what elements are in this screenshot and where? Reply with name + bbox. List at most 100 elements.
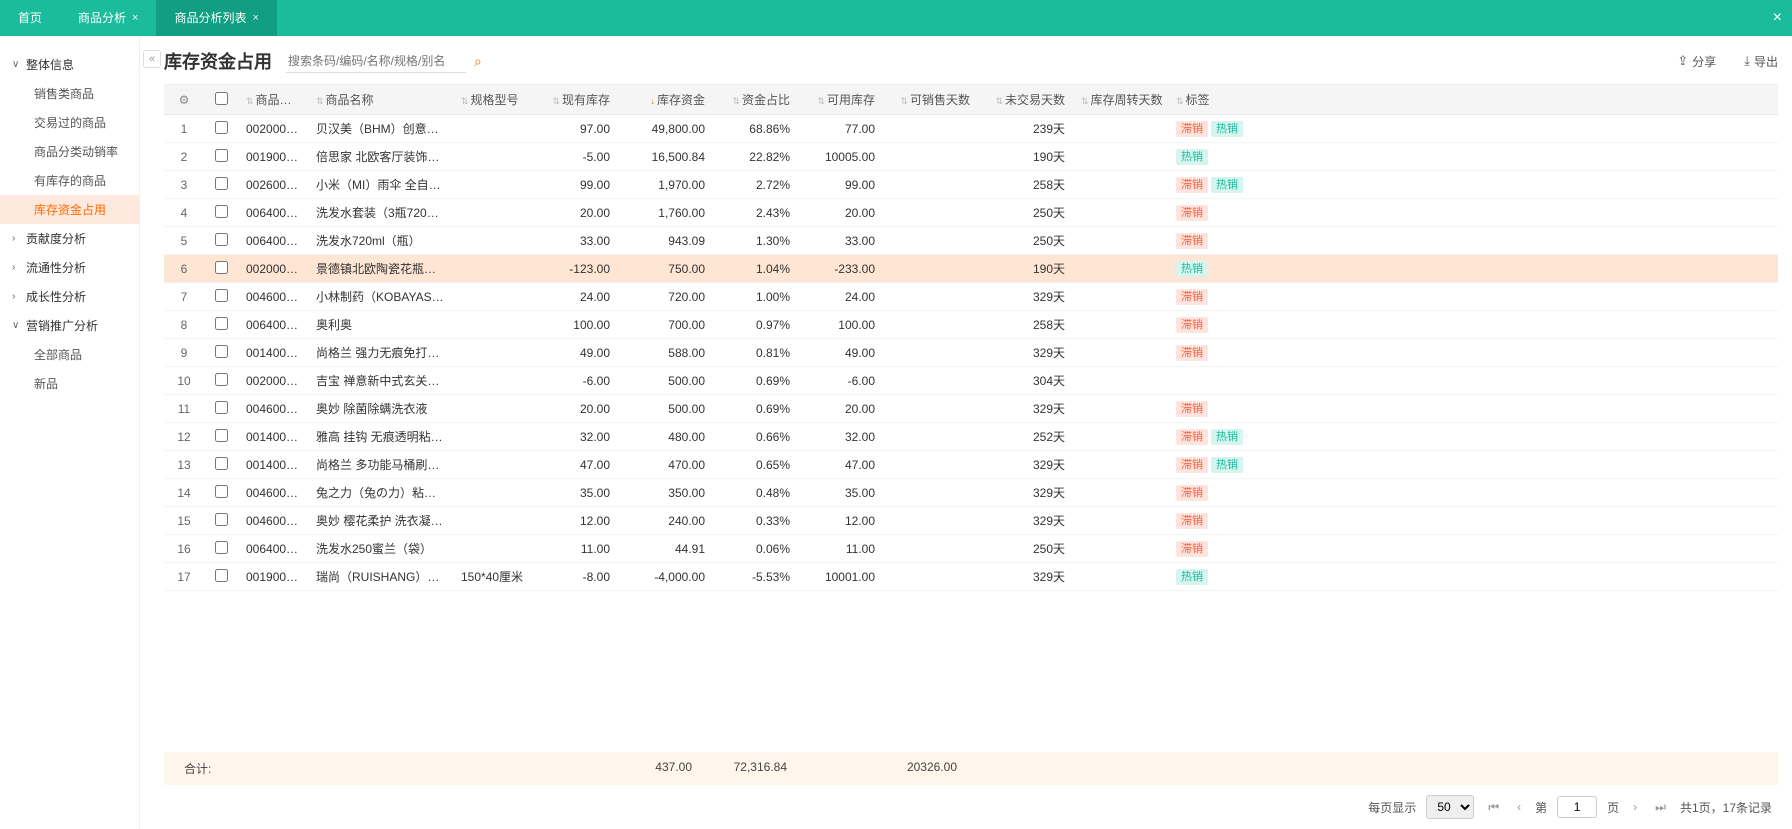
data-table: ⚙ ⇅商品… ⇅商品名称 ⇅规格型号 ⇅现有库存 ↓库存资金 ⇅资金占比 ⇅可用… xyxy=(164,85,1778,591)
page-next-icon[interactable]: › xyxy=(1629,800,1641,814)
tag-zhi: 滞销 xyxy=(1176,457,1208,473)
caret-icon: › xyxy=(12,291,22,302)
row-checkbox[interactable] xyxy=(215,233,228,246)
col-selldays[interactable]: ⇅可销售天数 xyxy=(883,85,978,115)
table-row[interactable]: 6 002000… 景德镇北欧陶瓷花瓶摆件 仿 -123.00 750.00 1… xyxy=(164,255,1778,283)
row-checkbox[interactable] xyxy=(215,513,228,526)
sidebar-item[interactable]: 商品分类动销率 xyxy=(0,137,139,166)
col-name[interactable]: ⇅商品名称 xyxy=(308,85,453,115)
table-row[interactable]: 13 001400… 尚格兰 多功能马桶刷套装 马 47.00 470.00 0… xyxy=(164,451,1778,479)
tag-zhi: 滞销 xyxy=(1176,429,1208,445)
row-checkbox[interactable] xyxy=(215,569,228,582)
table-row[interactable]: 17 001900… 瑞尚（RUISHANG）卧室… 150*40厘米 -8.0… xyxy=(164,563,1778,591)
sidebar-item[interactable]: 有库存的商品 xyxy=(0,166,139,195)
top-tab-bar: 首页商品分析 ×商品分析列表 × × xyxy=(0,0,1792,36)
col-stock[interactable]: ⇅现有库存 xyxy=(533,85,618,115)
page-total-text: 共1页，17条记录 xyxy=(1680,799,1772,816)
page-title: 库存资金占用 xyxy=(164,48,272,74)
table-row[interactable]: 8 006400… 奥利奥 100.00 700.00 0.97% 100.00… xyxy=(164,311,1778,339)
table-row[interactable]: 1 002000… 贝汉美（BHM）创意北欧… 97.00 49,800.00 … xyxy=(164,115,1778,143)
sidebar-group[interactable]: ›流通性分析 xyxy=(0,253,139,282)
col-fund[interactable]: ↓库存资金 xyxy=(618,85,713,115)
sidebar-item[interactable]: 全部商品 xyxy=(0,340,139,369)
table-row[interactable]: 11 004600… 奥妙 除菌除螨洗衣液 20.00 500.00 0.69%… xyxy=(164,395,1778,423)
table-row[interactable]: 12 001400… 雅高 挂钩 无痕透明粘钩 强 32.00 480.00 0… xyxy=(164,423,1778,451)
sidebar-item[interactable]: 销售类商品 xyxy=(0,79,139,108)
tag-re: 热销 xyxy=(1176,149,1208,165)
tag-zhi: 滞销 xyxy=(1176,205,1208,221)
table-row[interactable]: 9 001400… 尚格兰 强力无痕免打孔浴室 49.00 588.00 0.8… xyxy=(164,339,1778,367)
sidebar-group[interactable]: ›成长性分析 xyxy=(0,282,139,311)
table-row[interactable]: 4 006400… 洗发水套装（3瓶720ml+1… 20.00 1,760.0… xyxy=(164,199,1778,227)
sidebar-item[interactable]: 新品 xyxy=(0,369,139,398)
tag-zhi: 滞销 xyxy=(1176,541,1208,557)
row-checkbox[interactable] xyxy=(215,289,228,302)
col-code[interactable]: ⇅商品… xyxy=(238,85,308,115)
table-row[interactable]: 16 006400… 洗发水250蜜兰（袋） 11.00 44.91 0.06%… xyxy=(164,535,1778,563)
export-button[interactable]: ⤓ 导出 xyxy=(1744,53,1778,70)
table-row[interactable]: 2 001900… 倍思家 北欧客厅装饰画卧室 -5.00 16,500.84 … xyxy=(164,143,1778,171)
tag-re: 热销 xyxy=(1211,177,1243,193)
row-checkbox[interactable] xyxy=(215,317,228,330)
sidebar-collapse[interactable]: « xyxy=(140,36,164,829)
sidebar-item[interactable]: 交易过的商品 xyxy=(0,108,139,137)
page-size-select[interactable]: 50 xyxy=(1426,795,1474,819)
col-notrade[interactable]: ⇅未交易天数 xyxy=(978,85,1073,115)
row-checkbox[interactable] xyxy=(215,205,228,218)
row-checkbox[interactable] xyxy=(215,373,228,386)
tag-zhi: 滞销 xyxy=(1176,233,1208,249)
page-first-icon[interactable]: ⏮ xyxy=(1484,800,1503,815)
tab[interactable]: 商品分析列表 × xyxy=(156,0,276,36)
tag-re: 热销 xyxy=(1176,261,1208,277)
search-icon[interactable]: ⌕ xyxy=(474,53,482,70)
row-checkbox[interactable] xyxy=(215,261,228,274)
summary-row: 合计: 437.00 72,316.84 20326.00 xyxy=(164,752,1778,785)
table-row[interactable]: 15 004600… 奥妙 樱花柔护 洗衣凝珠 10 12.00 240.00 … xyxy=(164,507,1778,535)
table-row[interactable]: 7 004600… 小林制药（KOBAYASHI）日 24.00 720.00 … xyxy=(164,283,1778,311)
caret-icon: ∨ xyxy=(12,59,22,70)
row-checkbox[interactable] xyxy=(215,485,228,498)
share-button[interactable]: ⇪ 分享 xyxy=(1677,53,1716,70)
table-row[interactable]: 3 002600… 小米（MI）雨伞 全自动折叠 99.00 1,970.00 … xyxy=(164,171,1778,199)
col-turnover[interactable]: ⇅库存周转天数 xyxy=(1073,85,1168,115)
tag-zhi: 滞销 xyxy=(1176,485,1208,501)
col-ratio[interactable]: ⇅资金占比 xyxy=(713,85,798,115)
col-avail[interactable]: ⇅可用库存 xyxy=(798,85,883,115)
pagination: 每页显示 50 ⏮ ‹ 第 页 › ⏭ 共1页，17条记录 xyxy=(164,785,1778,829)
sidebar-group[interactable]: ∨营销推广分析 xyxy=(0,311,139,340)
tab-close-icon[interactable]: × xyxy=(132,0,138,36)
col-spec[interactable]: ⇅规格型号 xyxy=(453,85,533,115)
row-checkbox[interactable] xyxy=(215,541,228,554)
row-checkbox[interactable] xyxy=(215,429,228,442)
table-row[interactable]: 10 002000… 吉宝 禅意新中式玄关摆件客 -6.00 500.00 0.… xyxy=(164,367,1778,395)
tab[interactable]: 首页 xyxy=(0,0,60,36)
row-checkbox[interactable] xyxy=(215,457,228,470)
row-checkbox[interactable] xyxy=(215,345,228,358)
sidebar-group[interactable]: ›贡献度分析 xyxy=(0,224,139,253)
caret-icon: ∨ xyxy=(12,320,22,331)
caret-icon: › xyxy=(12,233,22,244)
col-tags[interactable]: ⇅标签 xyxy=(1168,85,1258,115)
sidebar-group[interactable]: ∨整体信息 xyxy=(0,50,139,79)
row-checkbox[interactable] xyxy=(215,177,228,190)
row-checkbox[interactable] xyxy=(215,149,228,162)
tab-close-icon[interactable]: × xyxy=(252,0,258,36)
sidebar: ∨整体信息销售类商品交易过的商品商品分类动销率有库存的商品库存资金占用›贡献度分… xyxy=(0,36,140,829)
tag-zhi: 滞销 xyxy=(1176,513,1208,529)
close-all-tabs-icon[interactable]: × xyxy=(1773,0,1782,36)
page-last-icon[interactable]: ⏭ xyxy=(1651,800,1670,815)
tab[interactable]: 商品分析 × xyxy=(60,0,156,36)
row-checkbox[interactable] xyxy=(215,401,228,414)
table-row[interactable]: 14 004600… 兔之力（兔の力）粘毛器粘 35.00 350.00 0.4… xyxy=(164,479,1778,507)
caret-icon: › xyxy=(12,262,22,273)
select-all-checkbox[interactable] xyxy=(204,85,238,115)
page-prev-icon[interactable]: ‹ xyxy=(1513,800,1525,814)
search-input[interactable] xyxy=(286,50,466,73)
share-icon: ⇪ xyxy=(1677,53,1688,69)
table-row[interactable]: 5 006400… 洗发水720ml（瓶） 33.00 943.09 1.30%… xyxy=(164,227,1778,255)
column-settings-icon[interactable]: ⚙ xyxy=(164,85,204,115)
page-number-input[interactable] xyxy=(1557,796,1597,818)
tag-zhi: 滞销 xyxy=(1176,345,1208,361)
sidebar-item[interactable]: 库存资金占用 xyxy=(0,195,139,224)
row-checkbox[interactable] xyxy=(215,121,228,134)
